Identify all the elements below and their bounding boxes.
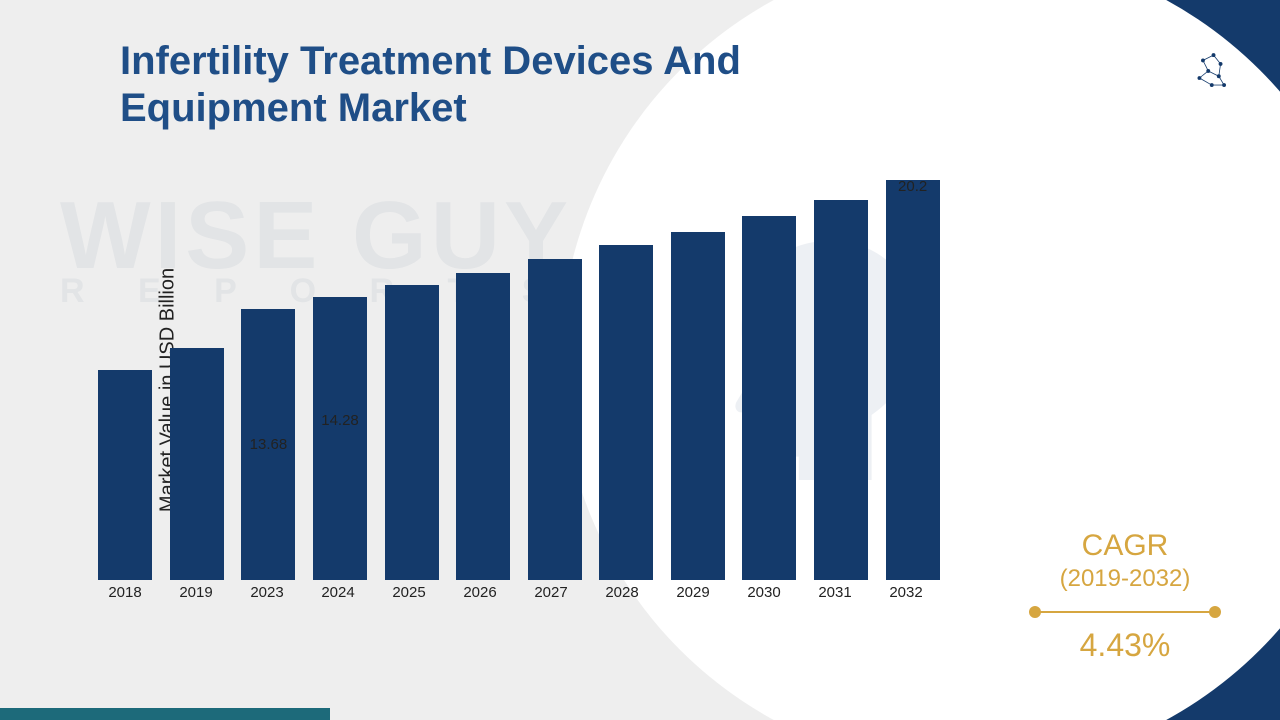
bar	[886, 180, 940, 580]
x-axis-labels: 2018 2019 2023 2024 2025 2026 2027 2028 2029 2030…	[94, 584, 940, 601]
x-tick-label: 2028	[595, 584, 649, 601]
x-tick-label: 2024	[311, 584, 365, 601]
bar-wrap	[170, 348, 225, 580]
cagr-divider	[1035, 611, 1215, 613]
x-tick-label: 2026	[453, 584, 507, 601]
bar	[528, 259, 582, 580]
bar-value-label: 14.28	[321, 412, 359, 429]
bar-wrap	[98, 370, 153, 580]
x-tick-label: 2027	[524, 584, 578, 601]
x-tick-label: 2025	[382, 584, 436, 601]
bar-wrap: 14.28	[313, 297, 368, 580]
head-profile-icon	[1166, 34, 1254, 122]
bar	[456, 273, 510, 580]
bar	[313, 297, 367, 580]
bar	[671, 232, 725, 581]
chart-title: Infertility Treatment Devices And Equipm…	[120, 38, 860, 132]
bar-wrap	[742, 216, 797, 580]
bottom-accent-strip	[0, 708, 330, 720]
bar-wrap	[671, 232, 726, 581]
bar-value-label: 13.68	[250, 436, 288, 453]
page-root: WISE GUYR E P O R T S Infertility Treatm…	[0, 0, 1280, 720]
bar	[98, 370, 152, 580]
bar-wrap	[527, 259, 582, 580]
bar	[385, 285, 439, 580]
x-tick-label: 2019	[169, 584, 223, 601]
brand-logo: WISE GUY R E P O R T S	[1004, 40, 1244, 93]
cagr-box: CAGR (2019-2032) 4.43%	[1018, 529, 1232, 664]
bar-plot: 13.68 14.28 20.2	[94, 160, 940, 580]
x-tick-label: 2032	[879, 584, 933, 601]
bar-wrap	[599, 245, 654, 580]
x-tick-label: 2030	[737, 584, 791, 601]
bar-value-label: 20.2	[898, 178, 927, 195]
bar	[170, 348, 224, 580]
cagr-title: CAGR	[1018, 529, 1232, 563]
bar	[599, 245, 653, 580]
bar-wrap	[814, 200, 869, 580]
bar-wrap	[456, 273, 511, 580]
cagr-range: (2019-2032)	[1018, 565, 1232, 593]
x-tick-label: 2029	[666, 584, 720, 601]
x-tick-label: 2023	[240, 584, 294, 601]
x-tick-label: 2031	[808, 584, 862, 601]
bar-wrap	[384, 285, 439, 580]
x-tick-label: 2018	[98, 584, 152, 601]
cagr-value: 4.43%	[1018, 627, 1232, 664]
bar	[814, 200, 868, 580]
chart-area: Market Value in USD Billion 13.6814.2820…	[60, 160, 940, 620]
bar	[742, 216, 796, 580]
bar-wrap: 20.2	[885, 180, 940, 580]
bar-wrap: 13.68	[241, 309, 296, 580]
